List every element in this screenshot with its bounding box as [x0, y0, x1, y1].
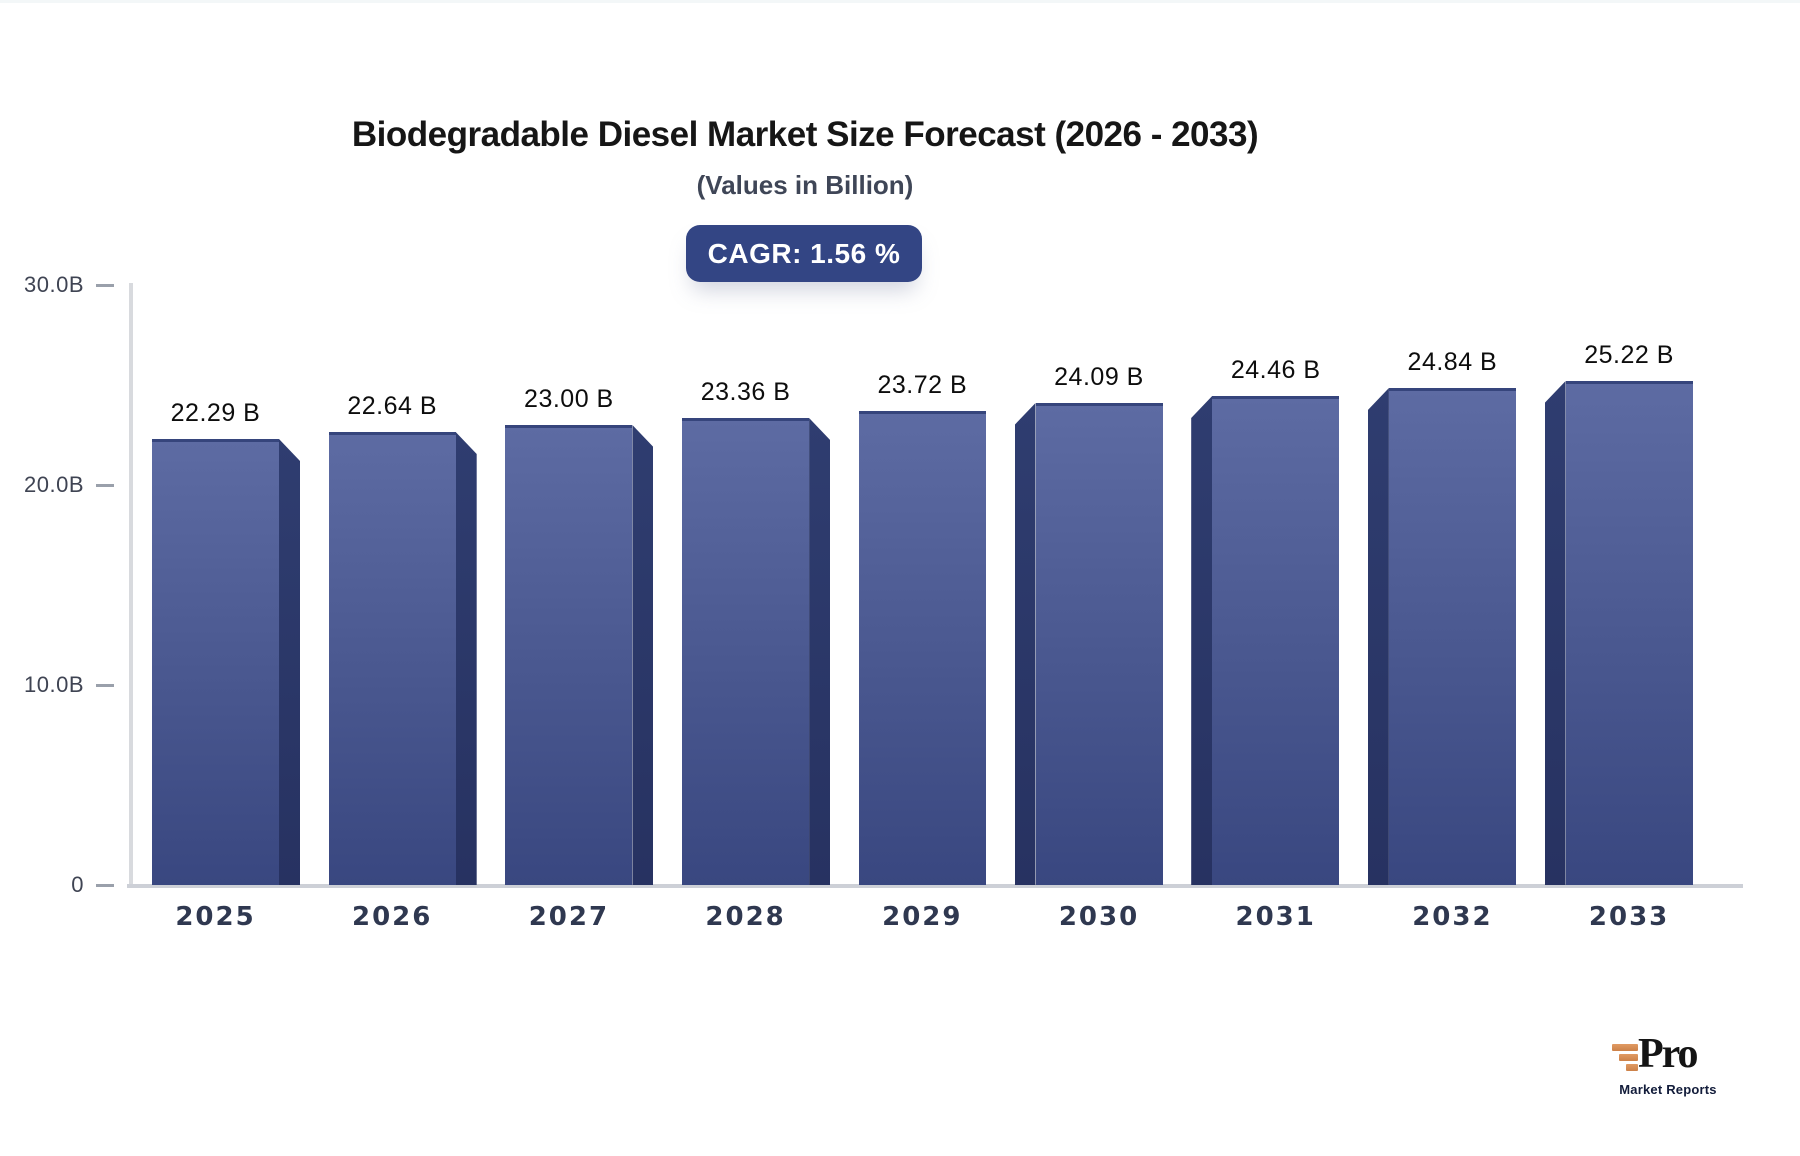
y-tick-label: 30.0B: [24, 272, 84, 297]
bar-face: [152, 439, 279, 885]
x-tick-label: 2033: [1588, 902, 1670, 932]
bar-value-label: 25.22 B: [1584, 341, 1674, 369]
logo-bar-icon: [1612, 1044, 1638, 1051]
x-tick-label: 2028: [705, 902, 786, 932]
y-tick-mark: [96, 283, 114, 287]
bar-face: [1212, 396, 1340, 885]
bar-value-label: 23.00 B: [524, 385, 614, 413]
x-axis-line: [127, 884, 1743, 888]
bar-face: [682, 418, 810, 885]
y-tick-label: 0: [71, 872, 84, 897]
bar-face: [505, 425, 633, 885]
bar-face: [1388, 388, 1516, 885]
bar-value-label: 24.09 B: [1054, 363, 1144, 391]
bar-value-label: 24.46 B: [1230, 356, 1321, 384]
bar-side-panel: [279, 439, 300, 885]
y-tick-label: 20.0B: [24, 472, 84, 497]
bar-value-label: 22.29 B: [170, 399, 261, 427]
bar-face: [1565, 381, 1693, 885]
y-tick-mark: [96, 483, 114, 487]
x-tick-label: 2031: [1235, 902, 1316, 932]
logo-text: Pro: [1638, 1031, 1699, 1077]
bar-side-panel: [632, 425, 654, 885]
x-tick-label: 2025: [175, 902, 256, 932]
bar-value-label: 23.72 B: [877, 371, 968, 399]
x-tick-label: 2026: [352, 902, 433, 932]
x-tick-label: 2030: [1058, 902, 1140, 932]
chart-subtitle: (Values in Billion): [696, 169, 914, 200]
bar-value-label: 23.36 B: [700, 378, 791, 406]
y-tick-mark: [96, 883, 114, 887]
page-top-border: [0, 0, 1800, 3]
y-axis-line: [129, 283, 133, 887]
bar-face: [328, 432, 456, 885]
x-tick-label: 2029: [882, 902, 963, 932]
bar-side-panel: [809, 418, 831, 885]
bar-side-panel: [455, 432, 477, 885]
logo-bar-icon: [1626, 1064, 1638, 1071]
bar-value-label: 22.64 B: [347, 392, 438, 420]
y-tick-label: 10.0B: [24, 672, 84, 697]
bar-face: [1035, 403, 1163, 885]
bar-value-label: 24.84 B: [1407, 348, 1498, 376]
bar-side-panel: [1367, 388, 1389, 885]
logo-bar-icon: [1619, 1054, 1638, 1061]
pro-market-reports-logo: Pro Market Reports: [1602, 1031, 1732, 1114]
x-tick-label: 2027: [528, 902, 610, 932]
logo-subtext: Market Reports: [1619, 1082, 1717, 1097]
x-tick-label: 2032: [1412, 902, 1493, 932]
chart-title: Biodegradable Diesel Market Size Forecas…: [351, 115, 1259, 155]
cagr-badge-label: CAGR: 1.56 %: [707, 237, 901, 269]
bar-side-panel: [1014, 403, 1036, 885]
cagr-badge: CAGR: 1.56 %: [686, 225, 922, 282]
bar-side-panel: [1191, 396, 1213, 885]
bar-side-panel: [1544, 381, 1566, 885]
bar-face: [858, 411, 986, 885]
y-tick-mark: [96, 683, 114, 687]
